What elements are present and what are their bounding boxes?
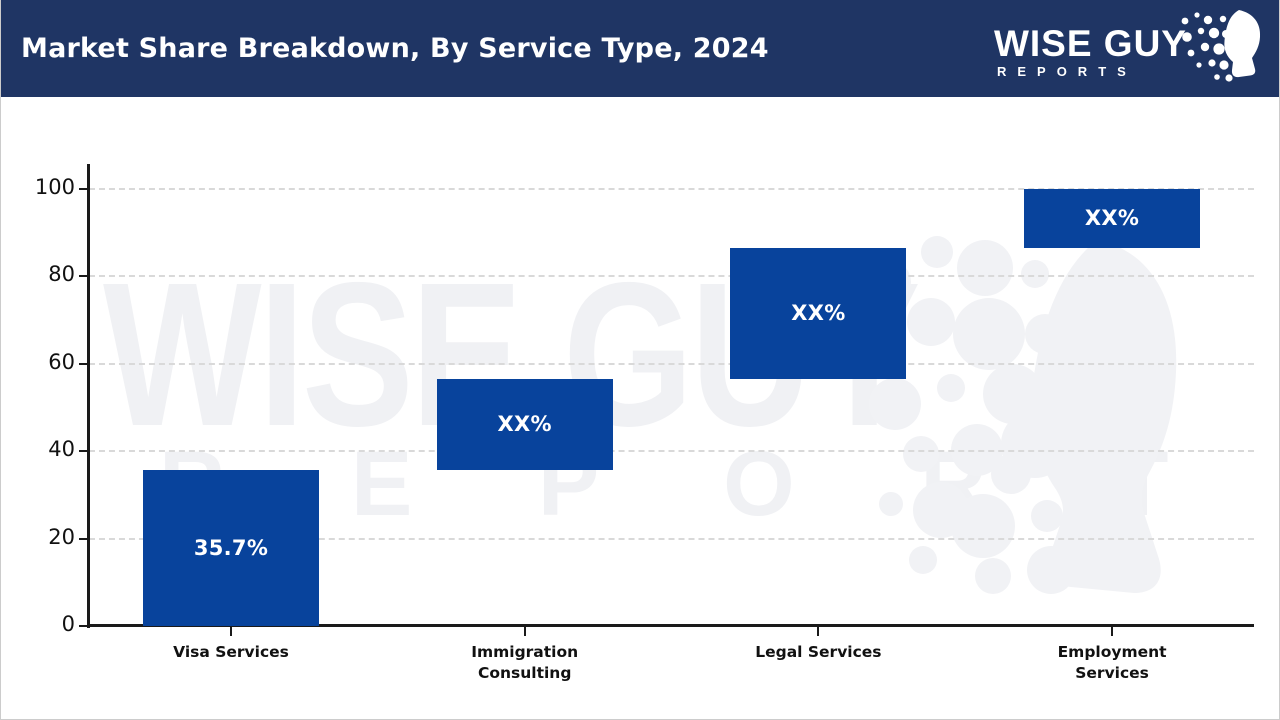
brand-logo: WISE GUY REPORTS (994, 7, 1263, 91)
x-axis-category-label-legal-services: Legal Services (755, 643, 882, 661)
x-axis-tick (523, 627, 526, 636)
y-axis-tick (79, 362, 88, 365)
bar-value-label-employment-services: XX% (1084, 206, 1140, 231)
page-title: Market Share Breakdown, By Service Type,… (21, 33, 769, 64)
bar-immigration-consulting: XX% (436, 378, 613, 470)
header: Market Share Breakdown, By Service Type,… (1, 0, 1279, 97)
gridline-20 (89, 537, 1254, 540)
bar-value-label-visa-services: 35.7% (193, 535, 269, 560)
brand-wordmark: WISE GUY (993, 23, 1187, 65)
y-axis-tick (79, 450, 88, 452)
y-axis-tick-label: 0 (61, 612, 75, 636)
gridline-100 (89, 187, 1254, 190)
x-axis-category-label-employment-services: Employment Services (1057, 643, 1167, 682)
bar-visa-services: 35.7% (143, 469, 319, 626)
y-axis-tick (79, 625, 88, 627)
y-axis-tick-label: 60 (48, 349, 75, 374)
x-axis-tick (230, 627, 232, 636)
bar-value-label-legal-services: XX% (791, 301, 846, 326)
y-axis-tick (79, 275, 88, 277)
bar-value-label-immigration-consulting: XX% (497, 412, 552, 437)
y-axis-tick-label: 20 (48, 524, 75, 549)
bar-employment-services: XX% (1024, 188, 1201, 248)
brand-subtext: REPORTS (996, 63, 1137, 79)
brand-face-icon (1181, 10, 1261, 82)
brand-logo-text: WISE GUY REPORTS (993, 23, 1187, 79)
gridline-40 (89, 450, 1254, 452)
bar-legal-services: XX% (730, 247, 907, 379)
gridline-80 (89, 275, 1254, 277)
y-axis-tick (79, 537, 88, 540)
x-axis-line (87, 624, 1254, 627)
y-axis-tick-label: 100 (34, 174, 75, 199)
y-axis-tick (79, 187, 88, 190)
x-axis-tick (817, 627, 820, 636)
y-axis-line (87, 164, 90, 628)
y-axis-tick-label: 80 (48, 262, 75, 286)
gridline-60 (89, 362, 1254, 365)
y-axis-tick-label: 40 (48, 437, 75, 461)
x-axis-tick (1111, 627, 1114, 636)
watermark-face-icon (867, 236, 1177, 594)
x-axis-category-label-immigration-consulting: Immigration Consulting (471, 643, 579, 682)
x-axis-category-label-visa-services: Visa Services (173, 643, 289, 661)
